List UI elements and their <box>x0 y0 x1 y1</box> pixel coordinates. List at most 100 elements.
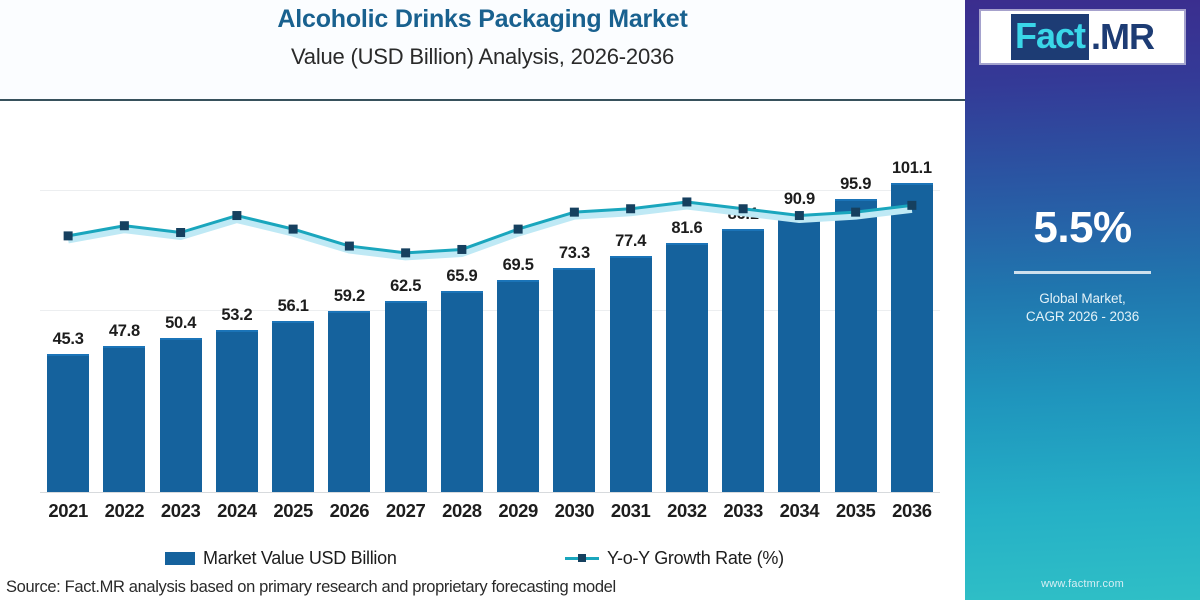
bar[interactable] <box>384 301 427 492</box>
growth-rate-polyline[interactable] <box>67 200 913 255</box>
bar[interactable] <box>834 199 877 492</box>
bar[interactable] <box>103 346 146 492</box>
factmr-logo[interactable]: Fact .MR <box>981 11 1184 63</box>
bar-value-label: 81.6 <box>671 218 703 237</box>
logo-mr-text: .MR <box>1091 16 1155 57</box>
legend-item-growth-rate[interactable]: Y-o-Y Growth Rate (%) <box>565 548 784 569</box>
line-marker[interactable] <box>851 207 861 217</box>
bar[interactable] <box>609 255 652 492</box>
bar-column[interactable]: 62.5 <box>384 150 427 492</box>
line-marker[interactable] <box>682 197 692 207</box>
bar-value-label: 65.9 <box>446 266 478 285</box>
bar-value-label: 101.1 <box>891 159 932 178</box>
bar[interactable] <box>47 353 90 492</box>
bar-column[interactable]: 53.2 <box>215 150 258 492</box>
bar-value-label: 45.3 <box>52 329 84 348</box>
bar[interactable] <box>497 279 540 492</box>
bar-value-label: 47.8 <box>108 322 140 341</box>
bar-value-label: 56.1 <box>277 296 309 315</box>
x-axis-tick: 2023 <box>160 500 201 521</box>
line-marker[interactable] <box>907 200 917 210</box>
cagr-caption: Global Market, CAGR 2026 - 2036 <box>965 290 1200 326</box>
header-divider <box>0 99 965 101</box>
bar-column[interactable]: 90.9 <box>778 150 821 492</box>
line-marker[interactable] <box>288 224 298 234</box>
bar[interactable] <box>553 268 596 492</box>
bar-column[interactable]: 56.1 <box>272 150 315 492</box>
gridline <box>40 310 940 311</box>
line-marker[interactable] <box>63 231 73 241</box>
bar-value-label: 77.4 <box>615 231 647 250</box>
bar[interactable] <box>665 242 708 492</box>
line-marker[interactable] <box>457 244 467 254</box>
bar-column[interactable]: 50.4 <box>159 150 202 492</box>
growth-rate-line <box>63 197 917 261</box>
x-axis-tick: 2028 <box>442 500 482 521</box>
bar-value-label: 62.5 <box>390 277 422 296</box>
bar-column[interactable]: 69.5 <box>497 150 540 492</box>
bar-column[interactable]: 47.8 <box>103 150 146 492</box>
line-marker[interactable] <box>626 204 636 214</box>
bars-layer: 45.3 47.8 50.4 53.2 56.1 59.2 62.5 65.9 69.5 73.3… <box>40 150 940 492</box>
cagr-value: 5.5% <box>1033 203 1132 252</box>
x-axis-tick: 2024 <box>217 500 257 521</box>
bar-value-label: 59.2 <box>333 287 365 306</box>
x-axis-tick: 2035 <box>835 500 876 521</box>
bar[interactable] <box>440 290 483 492</box>
bar[interactable] <box>272 320 315 492</box>
bar-column[interactable]: 81.6 <box>665 150 708 492</box>
line-marker[interactable] <box>569 207 579 217</box>
bar[interactable] <box>722 229 765 492</box>
bar-column[interactable]: 77.4 <box>609 150 652 492</box>
line-marker[interactable] <box>119 221 129 231</box>
bar-column[interactable]: 59.2 <box>328 150 371 492</box>
plot-area: 45.3 47.8 50.4 53.2 56.1 59.2 62.5 65.9 69.5 73.3… <box>40 150 940 492</box>
legend-label-growth-rate: Y-o-Y Growth Rate (%) <box>607 548 784 568</box>
x-axis-tick: 2034 <box>779 500 820 521</box>
line-marker[interactable] <box>513 224 523 234</box>
source-note: Source: Fact.MR analysis based on primar… <box>6 578 616 596</box>
legend-label-market-value: Market Value USD Billion <box>203 548 397 568</box>
line-marker[interactable] <box>794 211 804 221</box>
line-swatch-icon <box>565 552 599 565</box>
cagr-caption-line-2: CAGR 2026 - 2036 <box>1025 309 1140 324</box>
x-axis-tick: 2036 <box>892 500 932 521</box>
bar-value-label: 53.2 <box>221 305 253 324</box>
x-axis-tick: 2025 <box>273 500 313 521</box>
bar-value-label: 50.4 <box>165 314 197 333</box>
bar[interactable] <box>215 329 258 492</box>
x-axis-labels: 2021 2022 2023 2024 2025 2026 2027 2028 2029 2030… <box>40 500 940 530</box>
line-marker[interactable] <box>738 204 748 214</box>
bar-swatch-icon <box>165 552 195 565</box>
x-axis-line <box>40 492 940 493</box>
logo-fact-text: Fact <box>1010 14 1090 60</box>
chart-header: Alcoholic Drinks Packaging Market Value … <box>0 0 965 100</box>
page-title: Alcoholic Drinks Packaging Market <box>277 5 688 33</box>
bar[interactable] <box>778 214 821 492</box>
bar-column[interactable]: 45.3 <box>47 150 90 492</box>
x-axis-tick: 2029 <box>498 500 538 521</box>
x-axis-tick: 2027 <box>385 500 426 521</box>
page-subtitle: Value (USD Billion) Analysis, 2026-2036 <box>290 44 675 69</box>
bar[interactable] <box>890 183 933 492</box>
x-axis-tick: 2033 <box>723 500 763 521</box>
brand-url: www.factmr.com <box>1041 578 1124 590</box>
line-marker[interactable] <box>344 241 354 251</box>
line-marker[interactable] <box>176 228 186 237</box>
x-axis-tick: 2031 <box>610 500 651 521</box>
chart-panel: Alcoholic Drinks Packaging Market Value … <box>0 0 965 596</box>
x-axis-tick: 2022 <box>104 500 145 521</box>
bar-column[interactable]: 73.3 <box>553 150 596 492</box>
gridline <box>40 190 940 191</box>
chart-legend: Market Value USD Billion Y-o-Y Growth Ra… <box>0 546 965 576</box>
legend-item-market-value[interactable]: Market Value USD Billion <box>165 548 397 569</box>
x-axis-tick: 2021 <box>48 500 88 521</box>
bar-column[interactable]: 65.9 <box>440 150 483 492</box>
bar[interactable] <box>328 311 371 492</box>
bar-column[interactable]: 101.1 <box>890 150 933 492</box>
line-marker[interactable] <box>232 211 242 221</box>
line-marker[interactable] <box>401 248 411 258</box>
bar-column[interactable]: 95.9 <box>834 150 877 492</box>
bar[interactable] <box>159 338 202 492</box>
